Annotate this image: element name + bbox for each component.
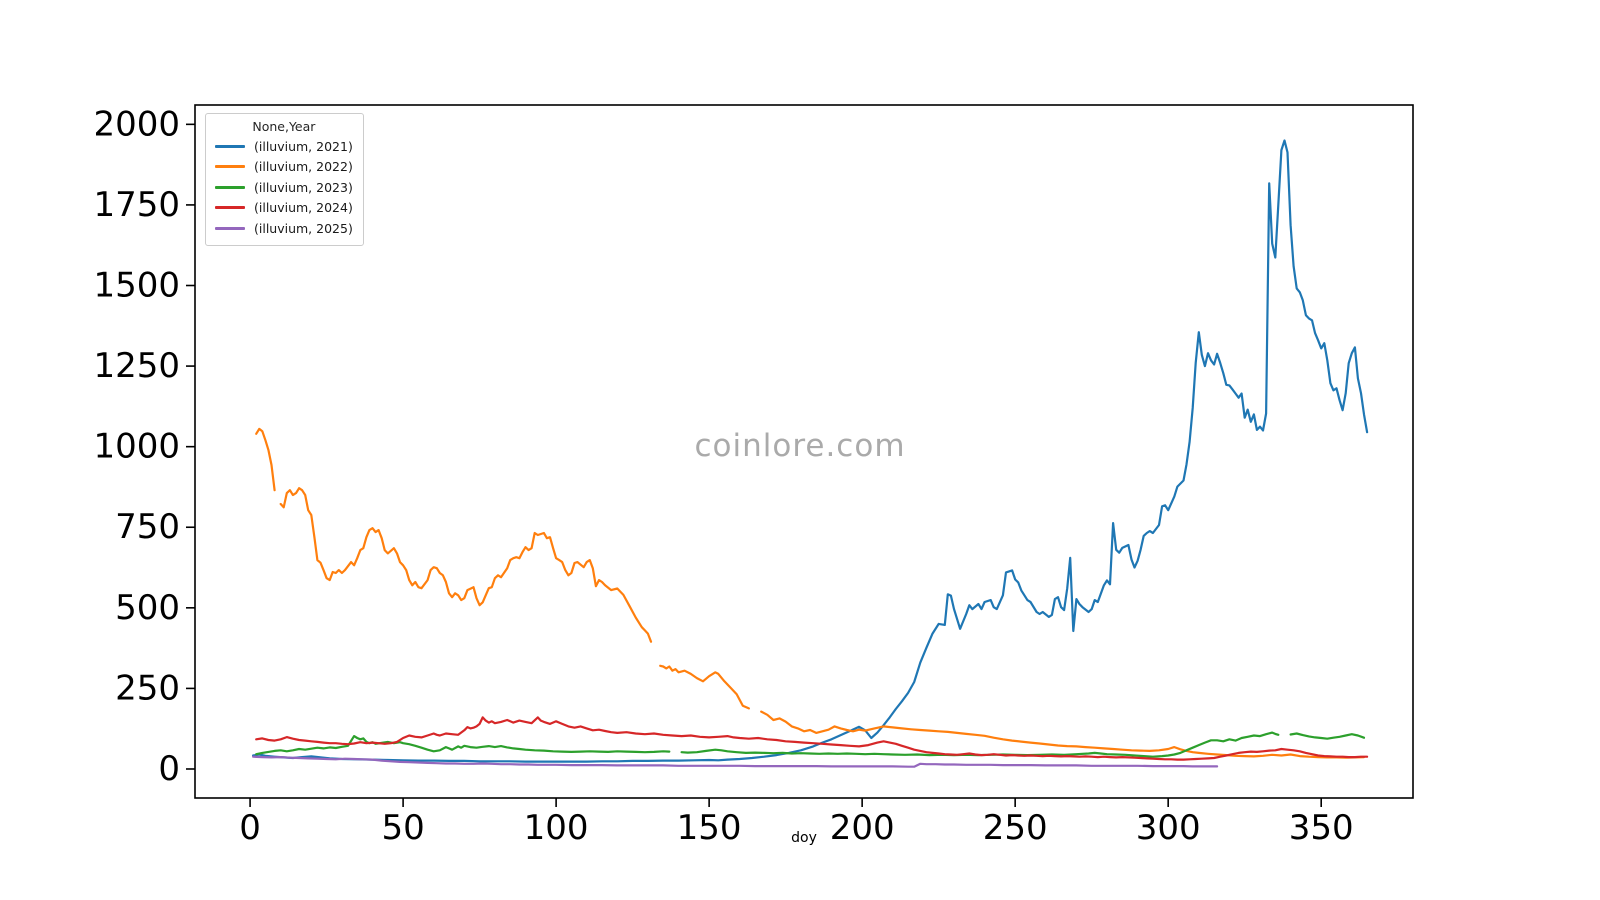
legend-line-sample: [215, 185, 245, 189]
x-tick-label: 0: [239, 808, 261, 848]
y-tick-label: 250: [115, 668, 180, 708]
legend-item-2021: (illuvium, 2021): [215, 136, 353, 157]
x-tick-label: 50: [381, 808, 424, 848]
y-tick-label: 1000: [93, 427, 180, 467]
series-2021: [252, 139, 1369, 763]
legend-items: (illuvium, 2021) (illuvium, 2022) (illuviu…: [215, 136, 353, 239]
legend-label: (illuvium, 2021): [254, 138, 353, 154]
x-tick-label: 250: [983, 808, 1048, 848]
series-2025: [252, 755, 1219, 768]
y-tick-label: 500: [115, 588, 180, 628]
y-tick-label: 750: [115, 507, 180, 547]
legend-line-sample: [215, 144, 245, 148]
series-2022: [255, 427, 1366, 759]
legend-item-2025: (illuvium, 2025): [215, 218, 353, 239]
legend: None,Year (illuvium, 2021) (illuvium, 202…: [205, 113, 364, 246]
legend-line-sample: [215, 206, 245, 210]
x-axis-label: doy: [791, 830, 817, 846]
x-tick-label: 300: [1136, 808, 1201, 848]
y-tick-label: 0: [158, 749, 180, 789]
legend-title: None,Year: [252, 119, 316, 134]
legend-item-2024: (illuvium, 2024): [215, 198, 353, 219]
legend-label: (illuvium, 2025): [254, 220, 353, 236]
legend-label: (illuvium, 2022): [254, 159, 353, 175]
legend-label: (illuvium, 2023): [254, 179, 353, 195]
x-tick-label: 150: [677, 808, 742, 848]
legend-item-2023: (illuvium, 2023): [215, 177, 353, 198]
x-tick-label: 100: [524, 808, 589, 848]
legend-item-2022: (illuvium, 2022): [215, 157, 353, 178]
legend-line-sample: [215, 226, 245, 230]
y-tick-label: 2000: [93, 104, 180, 144]
plot-border: [194, 104, 1414, 799]
legend-label: (illuvium, 2024): [254, 200, 353, 216]
x-tick-label: 200: [830, 808, 895, 848]
y-tick-label: 1500: [93, 266, 180, 306]
x-tick-label: 350: [1289, 808, 1354, 848]
legend-line-sample: [215, 165, 245, 169]
y-tick-label: 1250: [93, 346, 180, 386]
y-tick-label: 1750: [93, 185, 180, 225]
series-2024: [255, 716, 1369, 761]
